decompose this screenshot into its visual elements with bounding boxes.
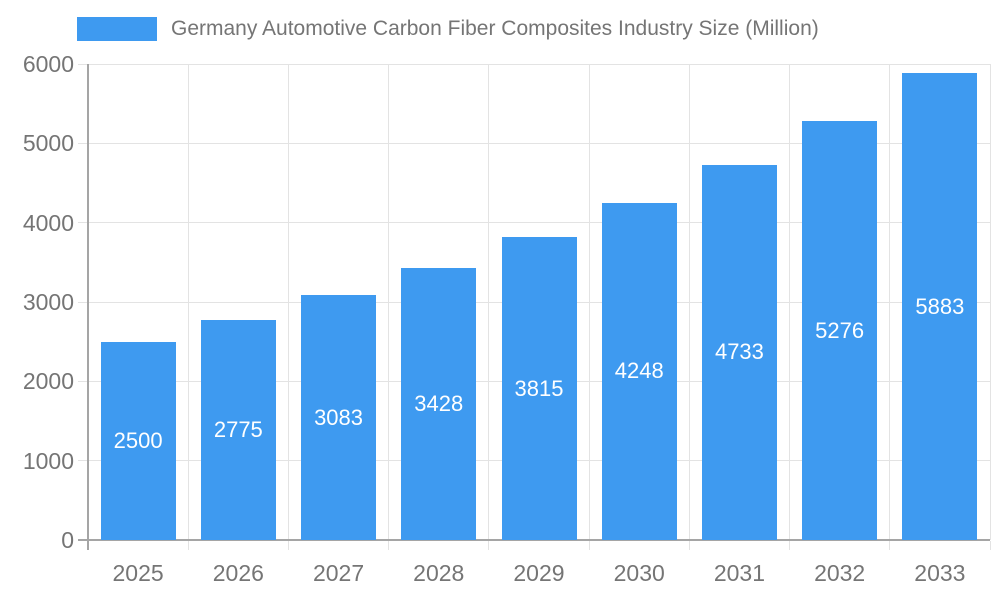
gridline-horizontal xyxy=(78,222,990,224)
x-axis-tick xyxy=(388,541,390,550)
bar-2028[interactable]: 3428 xyxy=(401,268,477,540)
x-axis-category-label: 2033 xyxy=(914,560,966,586)
x-axis-category-label: 2031 xyxy=(713,560,766,586)
y-axis-tick-label: 1000 xyxy=(22,447,74,474)
y-axis-tick-label: 4000 xyxy=(22,209,74,236)
y-axis-tick-label: 3000 xyxy=(22,289,74,315)
x-axis-category-label: 2028 xyxy=(413,560,465,586)
gridline-vertical xyxy=(388,64,390,540)
x-axis-category-label: 2030 xyxy=(613,560,665,586)
gridline-vertical xyxy=(789,64,791,540)
bar-value-label: 3428 xyxy=(414,391,464,416)
gridline-vertical xyxy=(889,64,891,540)
x-axis-line xyxy=(78,539,990,541)
gridline-vertical xyxy=(187,64,189,540)
bar-value-label: 3083 xyxy=(314,404,364,430)
x-axis-tick xyxy=(688,541,690,550)
bar-value-label: 4248 xyxy=(614,358,664,384)
y-axis-tick-label: 5000 xyxy=(22,130,74,157)
y-axis-tick-label: 2000 xyxy=(22,368,74,395)
gridline-vertical xyxy=(287,64,289,540)
legend-label: Germany Automotive Carbon Fiber Composit… xyxy=(171,17,819,40)
legend-swatch-icon xyxy=(77,17,157,41)
x-axis-category-label: 2026 xyxy=(212,560,264,586)
gridline-vertical xyxy=(989,64,991,540)
bar-value-label: 4733 xyxy=(714,339,764,365)
bar-value-label: 5276 xyxy=(815,317,865,343)
chart-legend: Germany Automotive Carbon Fiber Composit… xyxy=(77,17,819,41)
x-axis-category-label: 2029 xyxy=(513,560,565,586)
bar-value-label: 2500 xyxy=(113,427,163,453)
x-axis-category-label: 2025 xyxy=(112,560,164,586)
bar-2026[interactable]: 2775 xyxy=(200,319,276,540)
y-axis-tick-label: 0 xyxy=(61,527,74,553)
bar-2027[interactable]: 3083 xyxy=(301,295,377,540)
x-axis-tick xyxy=(989,541,991,550)
x-axis-category-label: 2032 xyxy=(814,560,866,586)
legend-item[interactable]: Germany Automotive Carbon Fiber Composit… xyxy=(77,17,819,41)
bar-value-label: 3815 xyxy=(514,375,564,401)
x-axis-tick xyxy=(187,541,189,550)
y-axis-line xyxy=(87,64,89,550)
x-axis-tick xyxy=(889,541,891,550)
x-axis-tick xyxy=(287,541,289,550)
bar-2029[interactable]: 3815 xyxy=(501,237,577,540)
gridline-horizontal xyxy=(78,63,990,65)
x-axis-tick xyxy=(488,541,490,550)
bar-value-label: 2775 xyxy=(213,416,263,442)
bar-2031[interactable]: 4733 xyxy=(701,164,777,540)
bar-2033[interactable]: 5883 xyxy=(902,73,978,540)
gridline-vertical xyxy=(488,64,490,540)
bar-2030[interactable]: 4248 xyxy=(601,202,677,540)
gridline-horizontal xyxy=(78,142,990,144)
y-axis-tick-label: 6000 xyxy=(22,51,74,77)
bar-2032[interactable]: 5276 xyxy=(802,121,878,540)
gridline-vertical xyxy=(588,64,590,540)
gridline-vertical xyxy=(688,64,690,540)
x-axis-tick xyxy=(588,541,590,550)
x-axis-category-label: 2027 xyxy=(312,560,365,586)
x-axis-tick xyxy=(789,541,791,550)
bar-value-label: 5883 xyxy=(915,293,965,319)
bar-2025[interactable]: 2500 xyxy=(100,341,176,540)
